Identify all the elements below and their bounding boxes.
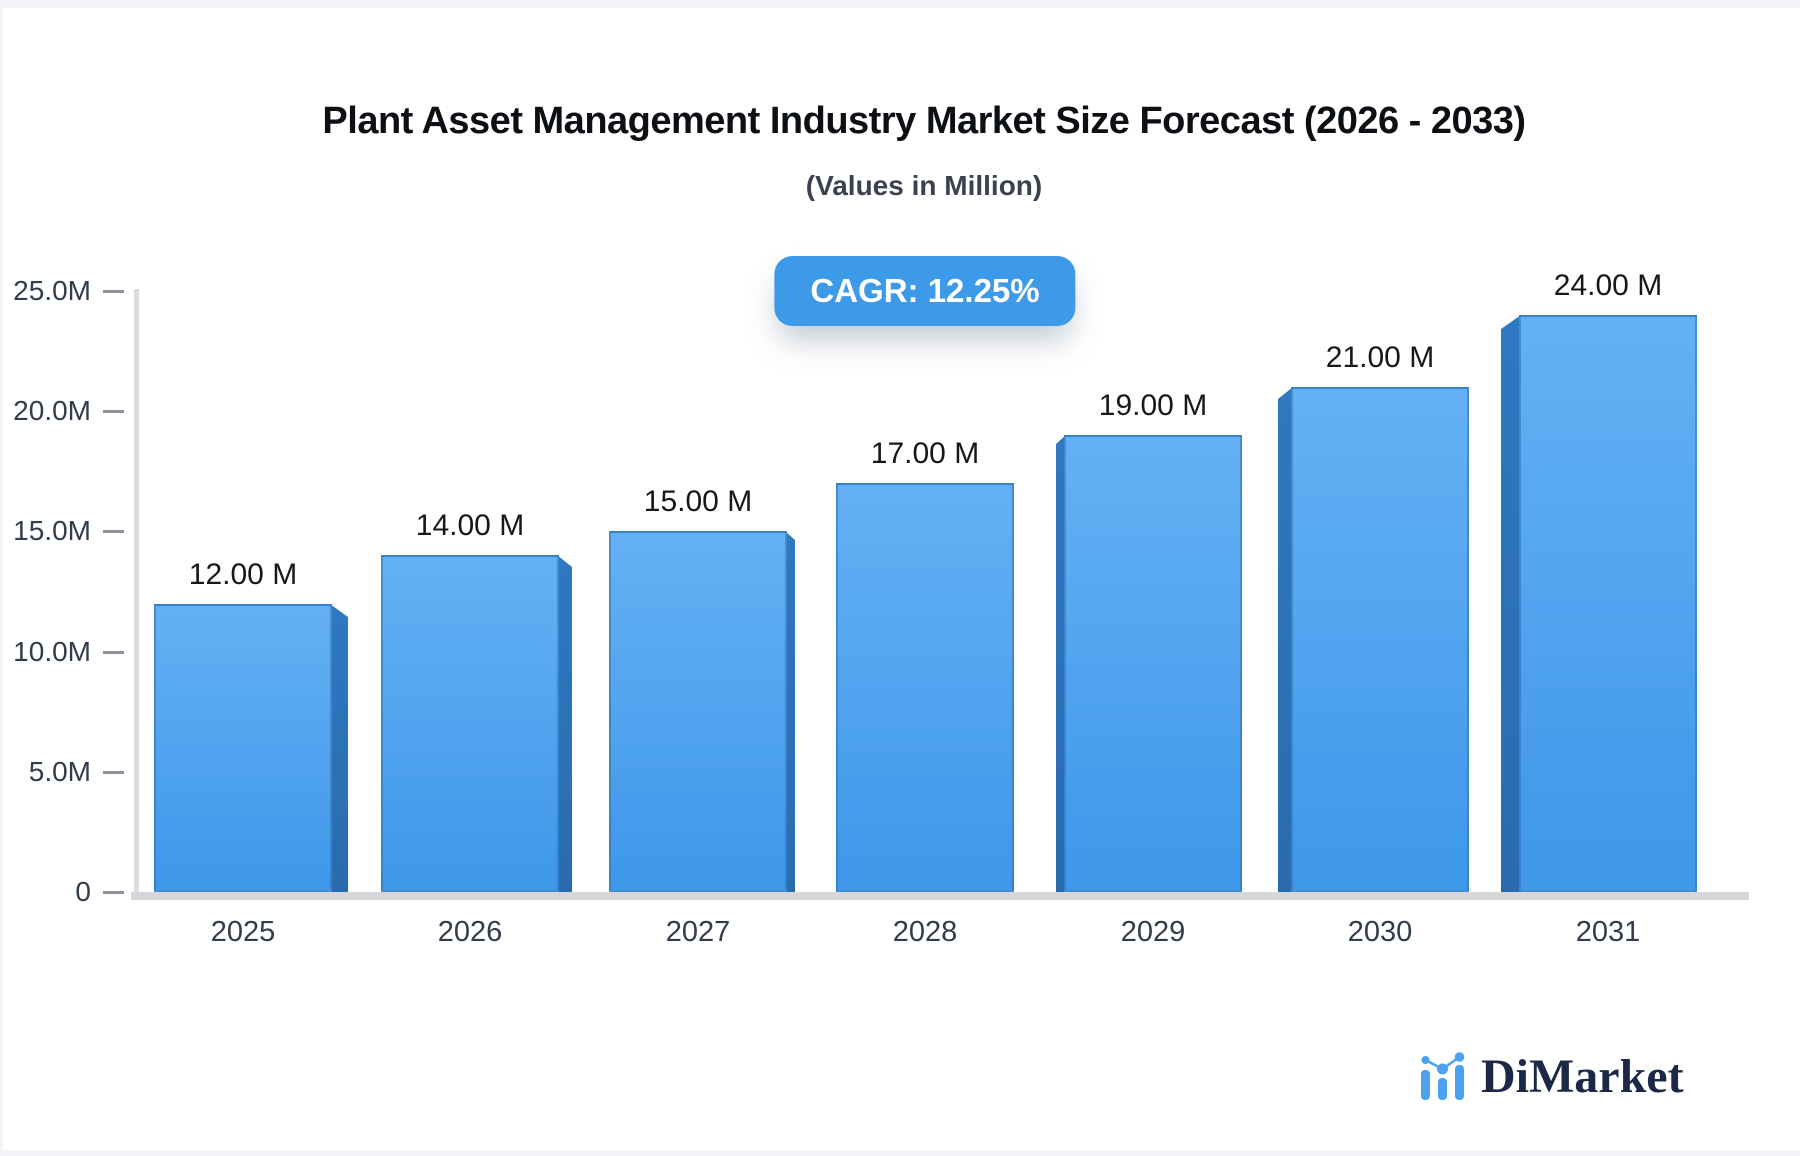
bar-side-face — [1056, 435, 1066, 892]
x-axis-label: 2029 — [1120, 916, 1186, 948]
chart-title: Plant Asset Management Industry Market S… — [322, 100, 1526, 142]
bar-value-label: 15.00 M — [643, 485, 753, 518]
bar-value-label: 17.00 M — [870, 437, 980, 470]
x-axis-label: 2031 — [1575, 916, 1641, 948]
x-axis-label: 2027 — [665, 916, 731, 948]
y-axis-tick — [103, 530, 124, 533]
x-axis-baseline — [131, 892, 1749, 900]
y-axis-tick — [103, 290, 124, 293]
bar-line-chart-icon — [1421, 1052, 1465, 1100]
bar-2026[interactable] — [381, 555, 559, 892]
bar-2030[interactable] — [1291, 387, 1469, 892]
y-axis-tick-label: 5.0M — [28, 756, 91, 787]
x-axis-label: 2025 — [210, 916, 276, 948]
bar-side-face — [557, 555, 572, 892]
bar-value-label: 14.00 M — [415, 509, 525, 542]
bar-side-face — [1501, 315, 1521, 892]
plot-area: 0 5.0M 10.0M 15.0M 20.0M 25.0M 12.00 M 14.00 M… — [3, 4, 1800, 1150]
page-edge-strip — [3, 4, 1800, 8]
y-axis-tick-label: 0 — [75, 876, 91, 907]
y-axis-tick-label: 25.0M — [13, 275, 91, 306]
x-axis-label: 2028 — [892, 916, 958, 948]
bar-value-label: 24.00 M — [1553, 269, 1663, 302]
bar-side-face — [330, 604, 348, 892]
bar-2025[interactable] — [154, 604, 332, 892]
y-axis-tick-label: 10.0M — [13, 636, 91, 667]
y-axis-line — [134, 289, 139, 900]
y-axis-tick-label: 20.0M — [13, 395, 91, 426]
y-axis-tick-label: 15.0M — [13, 515, 91, 546]
bar-value-label: 21.00 M — [1325, 341, 1435, 374]
bar-side-face — [785, 531, 795, 892]
y-axis-tick — [103, 651, 124, 654]
cagr-badge: CAGR: 12.25% — [774, 256, 1076, 326]
chart-card: Plant Asset Management Industry Market S… — [3, 4, 1800, 1150]
bar-2028[interactable] — [836, 483, 1014, 892]
x-axis-label: 2026 — [437, 916, 503, 948]
bar-value-label: 19.00 M — [1098, 389, 1208, 422]
brand-logo: DiMarket — [1419, 1044, 1684, 1104]
y-axis-tick — [103, 891, 124, 894]
y-axis-tick — [103, 410, 124, 413]
brand-logo-text: DiMarket — [1481, 1050, 1684, 1103]
y-axis-tick — [103, 771, 124, 774]
bar-2029[interactable] — [1064, 435, 1242, 892]
bar-side-face — [1278, 387, 1293, 892]
bar-value-label: 12.00 M — [188, 558, 298, 591]
x-axis-label: 2030 — [1347, 916, 1413, 948]
bar-2027[interactable] — [609, 531, 787, 892]
bar-2031[interactable] — [1519, 315, 1697, 892]
chart-subtitle: (Values in Million) — [805, 170, 1043, 201]
